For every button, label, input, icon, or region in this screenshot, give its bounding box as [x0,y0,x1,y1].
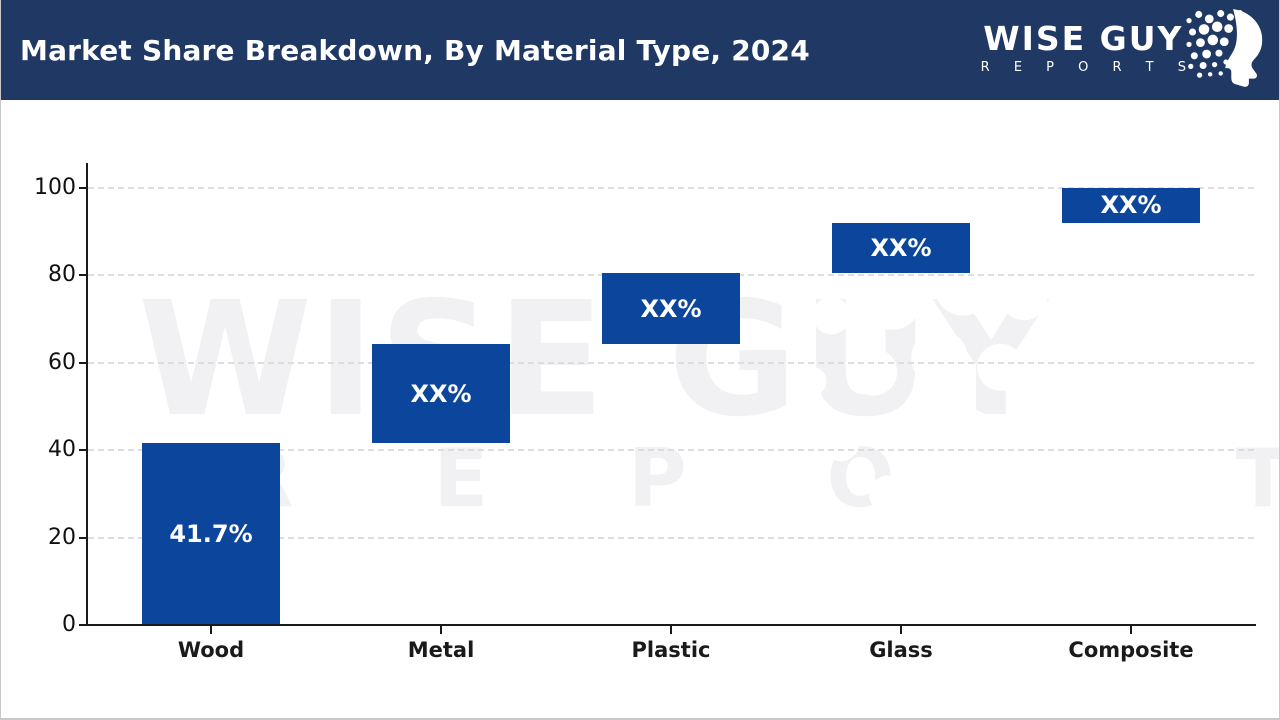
y-tick-label-20: 20 [48,524,76,550]
x-tick-label-plastic: Plastic [631,638,711,662]
gridline-100 [88,187,1254,189]
gridline-20 [88,536,1254,539]
x-tick-mark-composite [1130,626,1132,634]
y-tick-label-100: 100 [34,175,76,200]
bar-plastic: XX% [602,272,740,345]
x-tick-mark-glass [900,626,902,634]
y-tick-mark-80 [79,274,87,277]
x-axis-line [86,624,1256,626]
logo-subtitle: R E P O R T S [980,60,1196,75]
y-tick-label-80: 80 [48,262,76,288]
x-tick-label-composite: Composite [1068,638,1194,662]
y-tick-mark-100 [79,187,87,189]
gridline-40 [88,449,1254,452]
gridline-60 [88,361,1254,364]
y-tick-mark-60 [79,361,87,364]
y-tick-mark-40 [79,449,87,452]
x-tick-label-wood: Wood [177,638,245,662]
y-tick-mark-0 [79,624,87,626]
dotted-head-icon [1186,9,1263,87]
bar-glass: XX% [832,222,970,273]
bar-value-label-wood: 41.7% [169,519,253,548]
bar-composite: XX% [1062,188,1200,223]
bar-value-label-plastic: XX% [640,294,702,323]
watermark-subtitle: R E P O R T S [232,432,1280,525]
bar-wood: 41.7% [142,442,280,625]
y-tick-label-0: 0 [62,612,76,637]
watermark-wordmark: WISE GUY [138,268,1053,452]
bar-value-label-composite: XX% [1100,191,1162,220]
y-tick-label-40: 40 [48,437,76,463]
bar-value-label-metal: XX% [410,379,472,408]
chart-title: Market Share Breakdown, By Material Type… [20,34,810,67]
wise-guy-logo: WISE GUY R E P O R T S [971,4,1270,90]
logo-text: WISE GUY R E P O R T S [971,19,1196,75]
y-tick-label-60: 60 [48,349,76,375]
y-axis-line [86,163,88,626]
title-bar: Market Share Breakdown, By Material Type… [0,0,1280,100]
y-tick-mark-20 [79,536,87,539]
logo-wordmark: WISE GUY [983,19,1184,58]
x-tick-label-metal: Metal [407,638,475,662]
x-tick-mark-plastic [670,626,672,634]
bar-value-label-glass: XX% [870,233,932,262]
x-tick-mark-metal [440,626,442,634]
x-tick-label-glass: Glass [869,638,933,662]
x-tick-mark-wood [210,626,212,634]
bar-metal: XX% [372,344,510,443]
